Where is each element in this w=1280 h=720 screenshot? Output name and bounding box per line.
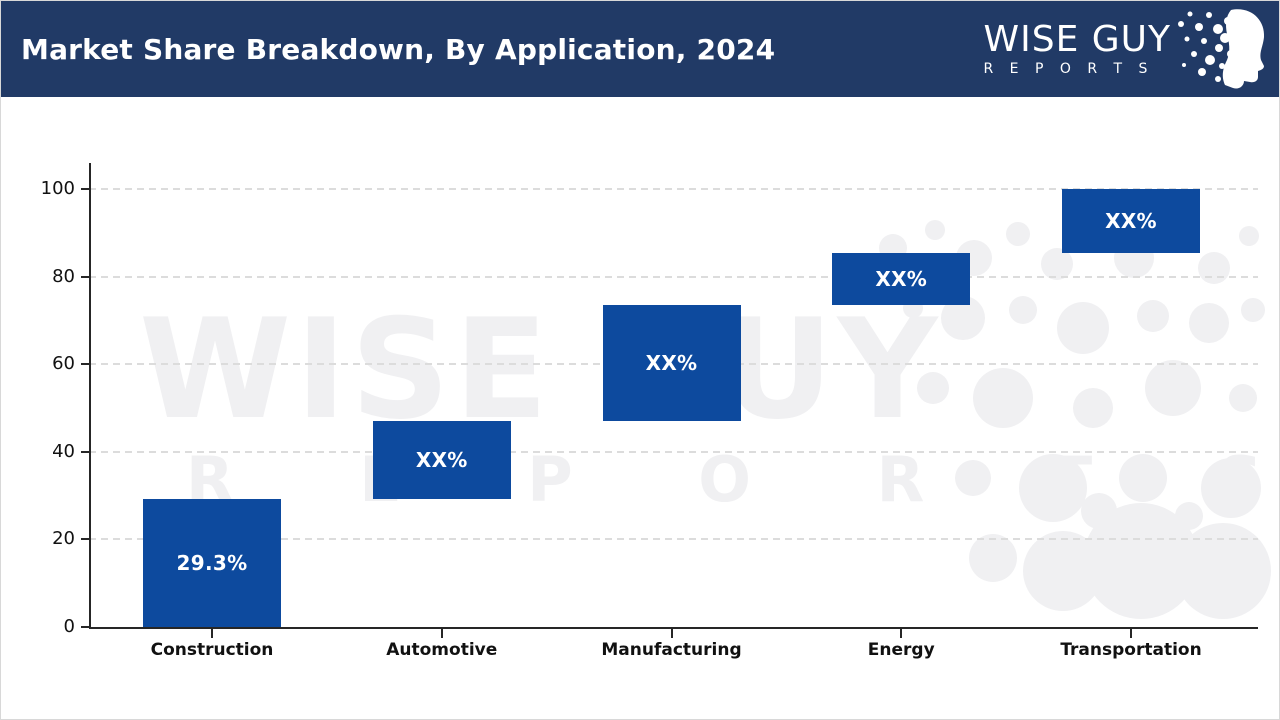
y-tick-mark-60	[81, 363, 90, 366]
x-category-label-automotive: Automotive	[386, 640, 498, 660]
y-tick-mark-20	[81, 538, 90, 541]
x-tick-mark-manufacturing	[670, 629, 673, 638]
x-tick-mark-energy	[900, 629, 903, 638]
y-axis-line	[89, 163, 91, 629]
y-tick-mark-80	[81, 275, 90, 278]
bar-value-label-energy: XX%	[875, 266, 928, 291]
y-tick-label-0: 0	[63, 616, 75, 637]
bar-segment-transportation: XX%	[1062, 189, 1200, 253]
y-tick-label-20: 20	[52, 528, 75, 550]
gridline-80	[89, 275, 1258, 278]
y-tick-mark-100	[81, 188, 90, 190]
brand-logo-text: WISE GUY R E P O R T S	[983, 19, 1172, 78]
x-axis-line	[89, 627, 1258, 629]
brand-name: WISE GUY	[983, 19, 1171, 60]
brand-logo: WISE GUY R E P O R T S	[984, 4, 1270, 94]
y-tick-label-80: 80	[52, 265, 75, 287]
brand-subtitle: R E P O R T S	[983, 61, 1154, 77]
gridline-20	[89, 538, 1258, 541]
y-tick-label-100: 100	[40, 178, 75, 199]
bar-value-label-manufacturing: XX%	[645, 351, 698, 376]
gridline-40	[89, 450, 1258, 453]
bar-segment-manufacturing: XX%	[602, 305, 741, 422]
bar-segment-construction: 29.3%	[143, 498, 281, 627]
watermark-brand-text: WISE GUY	[139, 289, 942, 450]
y-tick-mark-40	[81, 450, 90, 453]
x-tick-mark-transportation	[1130, 629, 1132, 638]
x-category-label-manufacturing: Manufacturing	[601, 640, 742, 660]
y-tick-mark-0	[81, 626, 90, 628]
bar-value-label-automotive: XX%	[415, 447, 468, 472]
x-category-label-energy: Energy	[867, 640, 935, 660]
header-bar: Market Share Breakdown, By Application, …	[1, 1, 1279, 97]
bar-segment-automotive: XX%	[372, 421, 511, 499]
x-category-label-construction: Construction	[150, 640, 274, 660]
bar-segment-energy: XX%	[832, 252, 971, 306]
x-tick-mark-automotive	[440, 629, 443, 638]
bar-value-label-transportation: XX%	[1105, 208, 1157, 233]
x-tick-mark-construction	[211, 629, 213, 638]
x-category-label-transportation: Transportation	[1060, 640, 1202, 660]
page-title: Market Share Breakdown, By Application, …	[21, 32, 776, 66]
y-tick-label-60: 60	[52, 353, 75, 375]
dotted-head-icon	[1178, 9, 1265, 89]
bar-value-label-construction: 29.3%	[176, 550, 248, 575]
gridline-100	[89, 188, 1258, 190]
y-tick-label-40: 40	[52, 440, 75, 462]
